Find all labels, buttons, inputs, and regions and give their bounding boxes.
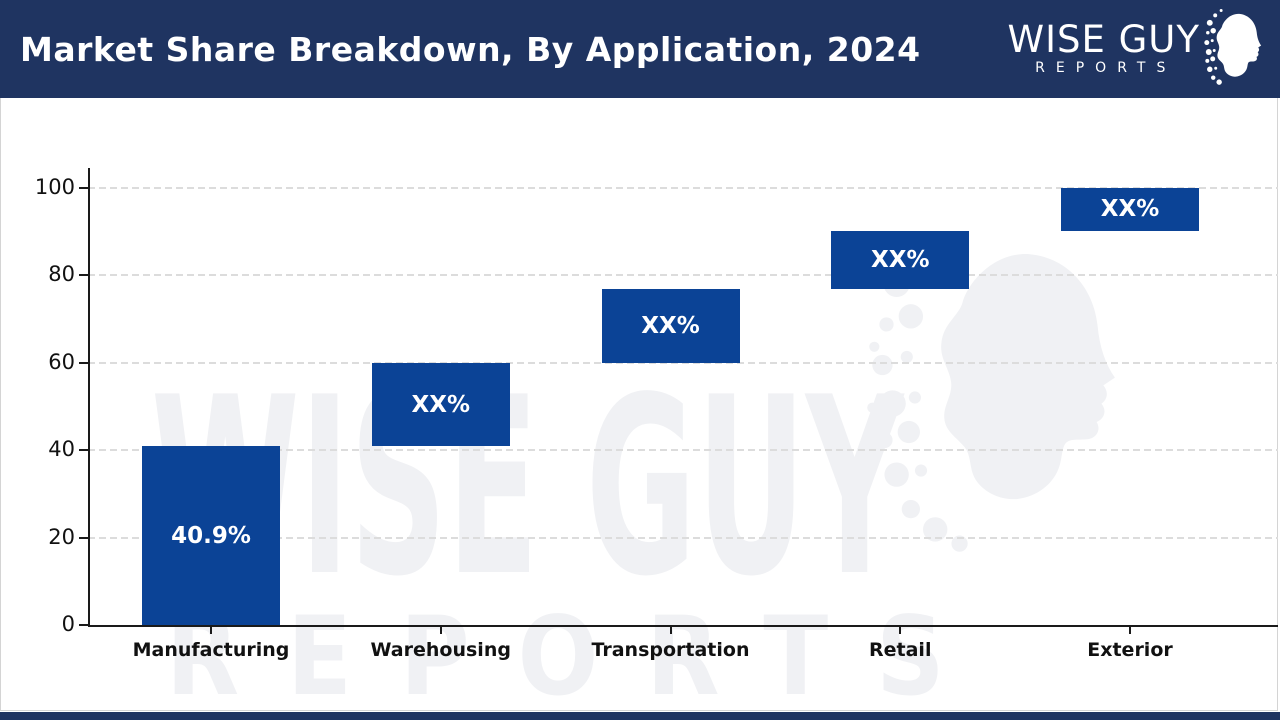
bar-retail: XX% xyxy=(831,230,970,290)
gridline xyxy=(88,536,1278,539)
y-axis-tick xyxy=(79,187,88,189)
x-axis-tick xyxy=(439,627,442,634)
bar-warehousing: XX% xyxy=(371,362,510,447)
header-bar: Market Share Breakdown, By Application, … xyxy=(0,0,1280,98)
bar-value-label: 40.9% xyxy=(171,522,251,549)
bar-manufacturing: 40.9% xyxy=(142,446,280,625)
bar-exterior: XX% xyxy=(1061,188,1199,231)
x-axis-tick xyxy=(1129,627,1131,634)
gridline xyxy=(88,449,1278,452)
bar-value-label: XX% xyxy=(870,247,930,274)
brand-logo-text: WISE GUY REPORTS xyxy=(1007,18,1200,76)
y-axis-tick-label: 60 xyxy=(48,349,75,374)
x-axis-category-label: Manufacturing xyxy=(132,639,290,661)
x-axis-category-label: Exterior xyxy=(1087,639,1173,661)
y-axis-tick-label: 0 xyxy=(61,612,75,636)
page-title: Market Share Breakdown, By Application, … xyxy=(20,29,921,69)
gridline xyxy=(88,187,1278,189)
y-axis-tick xyxy=(79,536,88,539)
bar-value-label: XX% xyxy=(641,313,700,340)
x-axis-line xyxy=(88,625,1278,627)
x-axis-tick xyxy=(899,627,902,634)
y-axis-line xyxy=(88,168,90,627)
y-axis-tick xyxy=(79,449,88,452)
y-axis-tick-label: 40 xyxy=(48,437,75,462)
gridline xyxy=(88,274,1278,277)
brand-logo: WISE GUY REPORTS xyxy=(1008,0,1268,98)
y-axis-tick xyxy=(79,361,88,364)
y-axis-tick xyxy=(79,274,88,277)
x-axis-category-label: Retail xyxy=(869,639,932,661)
brand-subname: REPORTS xyxy=(1035,60,1177,76)
bar-transportation: XX% xyxy=(601,289,740,363)
dotted-face-profile-icon xyxy=(1204,8,1262,85)
y-axis-tick-label: 20 xyxy=(48,524,75,549)
bar-value-label: XX% xyxy=(1100,196,1160,223)
x-axis-tick xyxy=(210,627,212,634)
y-axis-tick-label: 80 xyxy=(48,262,75,287)
x-axis-tick xyxy=(669,627,672,634)
gridline xyxy=(88,361,1278,364)
bar-value-label: XX% xyxy=(411,391,470,418)
y-axis-tick-label: 100 xyxy=(34,175,75,199)
x-axis-category-label: Warehousing xyxy=(370,639,511,661)
y-axis-tick xyxy=(79,624,88,626)
footer-bar xyxy=(0,712,1280,720)
x-axis-category-label: Transportation xyxy=(591,639,750,661)
brand-name: WISE GUY xyxy=(1007,18,1200,61)
